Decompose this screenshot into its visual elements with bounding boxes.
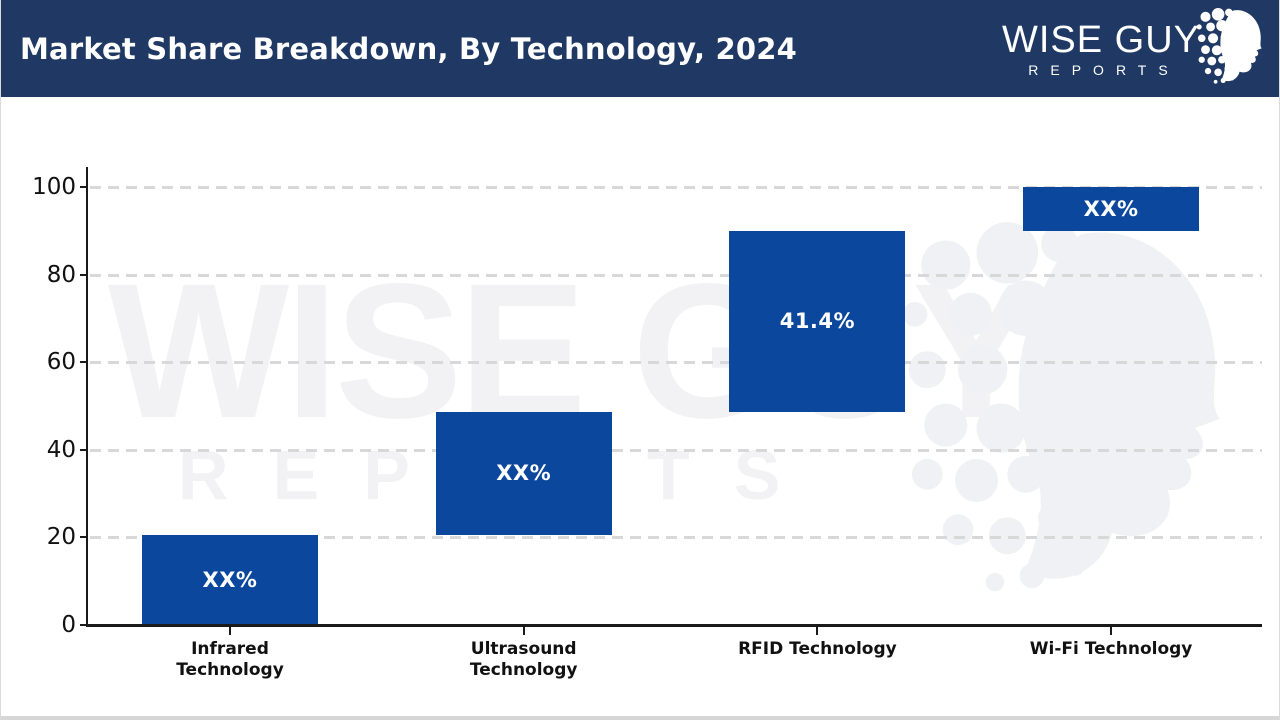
y-tick-40 [80,448,88,451]
dotted-head-icon [1194,8,1270,90]
gridline-40 [90,448,1262,452]
y-tick-label-0: 0 [61,612,76,638]
y-tick-label-60: 60 [46,349,76,376]
gridline-20 [90,536,1262,540]
bar-value-label: XX% [1083,196,1139,221]
bar-infrared-technology: XX% [142,534,318,625]
x-tick-1 [522,627,525,635]
logo-subtitle: REPORTS [1028,62,1180,79]
bar-wi-fi-technology: XX% [1023,187,1200,231]
bar-value-label: XX% [496,461,552,486]
y-tick-label-20: 20 [46,524,76,551]
y-tick-label-40: 40 [46,436,76,463]
x-axis-line [86,624,1262,627]
y-tick-label-80: 80 [46,261,76,288]
y-tick-100 [80,186,88,188]
x-category-label: Infrared Technology [176,639,284,680]
footer-strip [0,716,1280,720]
x-tick-3 [1110,627,1113,635]
y-tick-0 [80,624,88,626]
gridline-100 [90,186,1262,189]
page-title: Market Share Breakdown, By Technology, 2… [20,31,798,66]
y-tick-label-100: 100 [32,174,76,200]
bar-ultrasound-technology: XX% [435,412,612,535]
bar-value-label: 41.4% [779,309,856,334]
x-tick-0 [229,627,231,635]
gridline-60 [90,361,1262,365]
y-tick-20 [80,536,88,539]
logo-text: WISE GUY REPORTS [1001,18,1200,79]
bar-value-label: XX% [202,567,258,592]
x-tick-2 [816,627,819,635]
logo-name: WISE GUY [1001,18,1200,61]
header-bar: Market Share Breakdown, By Technology, 2… [0,0,1280,97]
x-category-label: Wi-Fi Technology [1029,639,1193,659]
y-axis-line [86,167,88,627]
x-category-label: RFID Technology [738,639,897,659]
y-tick-60 [80,361,88,364]
bar-rfid-technology: 41.4% [729,230,906,413]
x-category-label: Ultrasound Technology [469,639,578,680]
y-tick-80 [80,273,88,276]
wise-guy-reports-logo: WISE GUY REPORTS [1002,6,1270,92]
gridline-80 [90,273,1262,277]
